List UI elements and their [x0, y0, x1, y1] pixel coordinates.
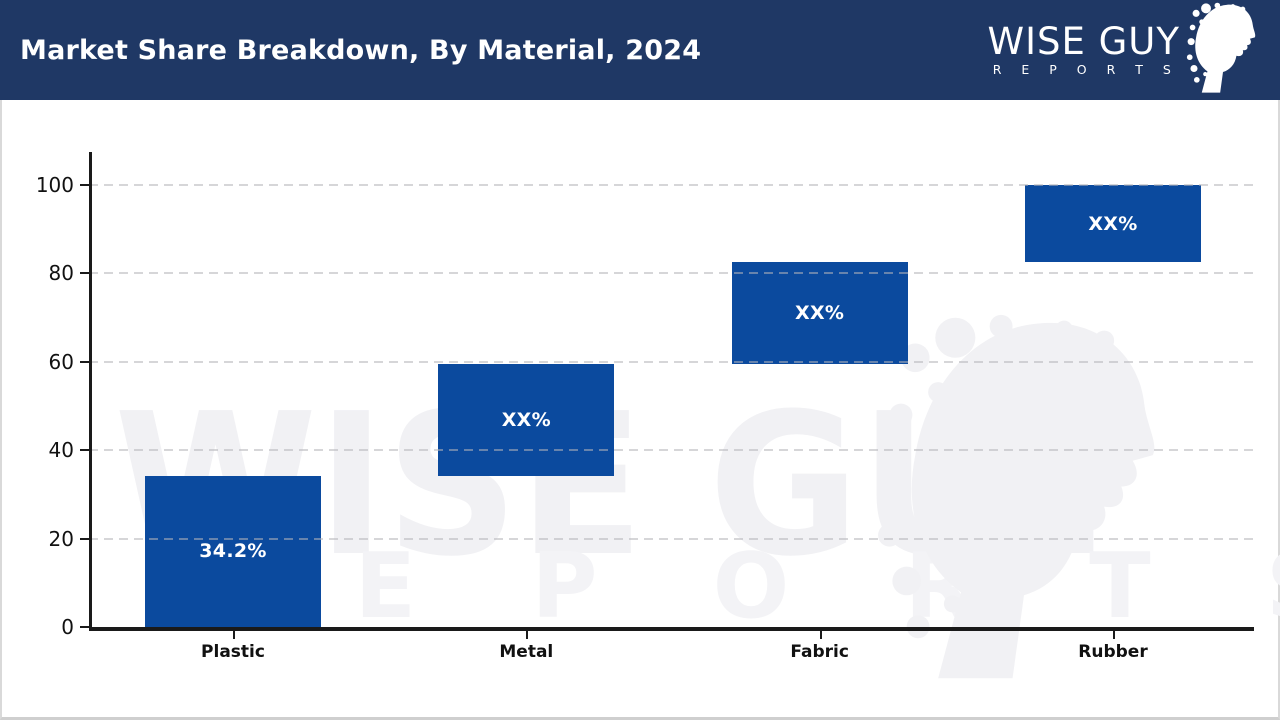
x-tick-label: Plastic: [201, 642, 265, 662]
y-tick-mark: [80, 360, 89, 363]
x-tick-label: Fabric: [790, 642, 849, 662]
y-tick-mark: [80, 537, 89, 540]
y-axis-line: [89, 152, 92, 631]
page-title: Market Share Breakdown, By Material, 202…: [20, 34, 702, 66]
y-tick-label: 80: [48, 261, 74, 286]
wiseguy-logo: WISE GUY R E P O R T S: [988, 2, 1260, 98]
bar: XX%: [1024, 185, 1201, 263]
logo-subtitle: R E P O R T S: [992, 62, 1179, 78]
gridline: [89, 272, 1254, 275]
y-tick-label: 100: [35, 173, 74, 197]
bar: XX%: [438, 364, 615, 476]
gridline: [89, 449, 1254, 452]
header-bar: Market Share Breakdown, By Material, 202…: [0, 0, 1280, 100]
bar-value-label: XX%: [501, 408, 551, 431]
x-tick-mark: [819, 631, 822, 639]
x-tick-label: Rubber: [1078, 642, 1148, 662]
chart-card: WISE GUY R E P O R T S 34.2% Plastic XX% Me…: [0, 100, 1280, 720]
logo-wordmark: WISE GUY: [987, 20, 1180, 64]
wiseguy-head-icon: [1186, 2, 1260, 98]
bar: 34.2%: [145, 475, 321, 627]
y-tick-mark: [80, 184, 89, 186]
plot-area: 34.2% Plastic XX% Metal XX% Fabric XX% Rubber 0 2…: [2, 100, 1280, 720]
y-tick-label: 40: [48, 438, 74, 463]
x-tick-mark: [233, 631, 235, 639]
y-tick-label: 60: [48, 349, 74, 374]
gridline: [89, 184, 1254, 186]
x-tick-mark: [526, 631, 529, 639]
y-tick-label: 20: [48, 526, 74, 551]
bar-value-label: XX%: [795, 302, 845, 325]
bar-value-label: XX%: [1088, 212, 1138, 235]
y-tick-mark: [80, 626, 89, 628]
y-tick-mark: [80, 449, 89, 452]
bar-value-label: 34.2%: [199, 540, 267, 563]
gridline: [89, 360, 1254, 363]
x-tick-label: Metal: [499, 642, 554, 662]
bar: XX%: [731, 262, 908, 364]
y-tick-label: 0: [61, 615, 74, 639]
gridline: [89, 537, 1254, 540]
y-tick-mark: [80, 272, 89, 275]
x-axis-line: [89, 627, 1254, 631]
x-tick-mark: [1112, 631, 1115, 639]
